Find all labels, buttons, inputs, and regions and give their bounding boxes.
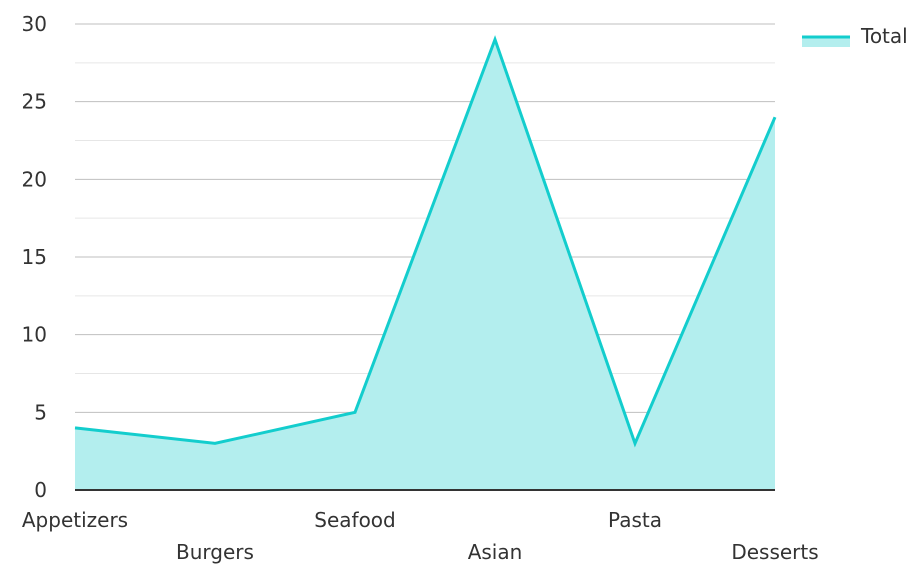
legend-swatch-total (802, 38, 850, 47)
series-line-total (74, 35, 777, 448)
y-tick-label: 0 (34, 478, 47, 502)
legend-label-total: Total (860, 24, 908, 48)
axes: 0 5 10 15 20 25 30 Appetizers Burgers Seafood Asia… (22, 12, 819, 564)
x-tick-label: Appetizers (22, 508, 128, 532)
plot-area (74, 35, 777, 491)
y-tick-label: 10 (22, 323, 47, 347)
y-tick-label: 20 (22, 167, 47, 191)
y-tick-label: 15 (22, 245, 47, 269)
y-tick-label: 30 (22, 12, 47, 36)
area-fill-total (75, 39, 775, 491)
y-tick-label: 25 (22, 90, 47, 114)
x-tick-label: Burgers (176, 540, 254, 564)
x-tick-label: Seafood (314, 508, 395, 532)
y-tick-label: 5 (34, 400, 47, 424)
x-tick-label: Pasta (608, 508, 662, 532)
x-tick-label: Asian (468, 540, 523, 564)
x-tick-label: Desserts (731, 540, 818, 564)
legend: Total (802, 24, 908, 48)
